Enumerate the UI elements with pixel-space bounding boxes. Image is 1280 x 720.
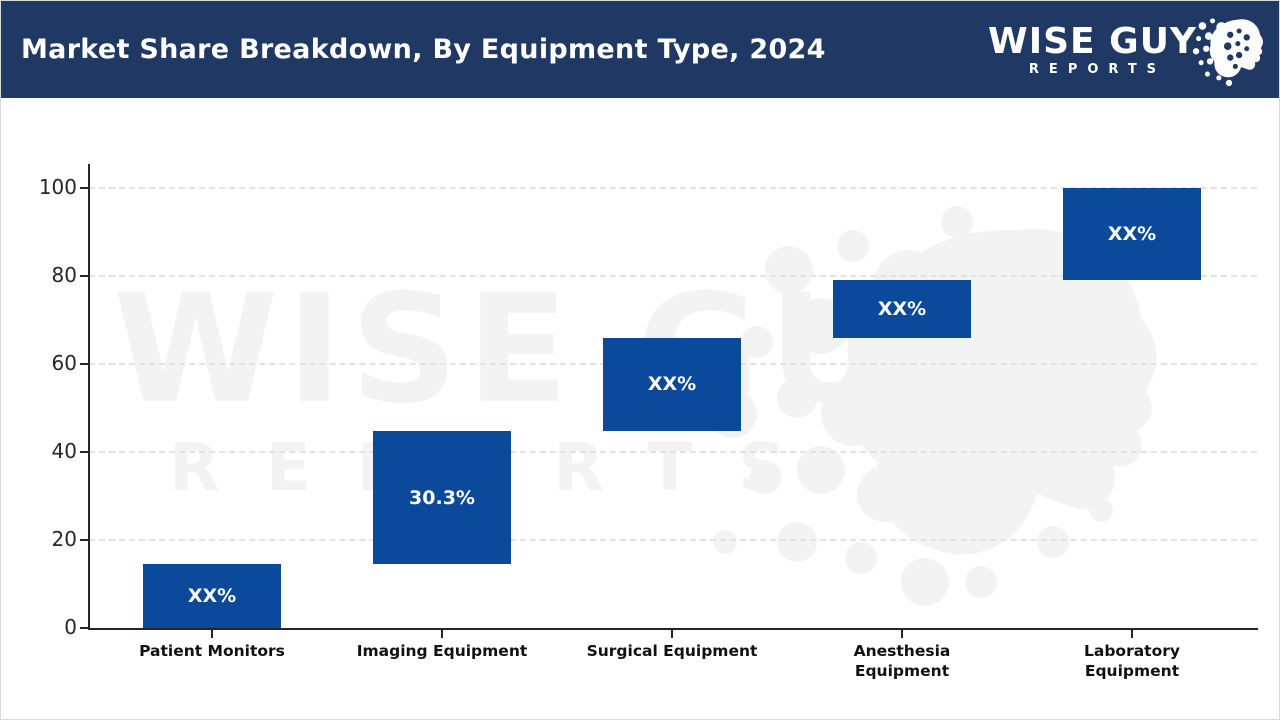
y-tick-mark bbox=[80, 363, 88, 365]
category-label: Surgical Equipment bbox=[586, 642, 758, 660]
gridline bbox=[89, 275, 1257, 277]
x-tick-mark bbox=[211, 630, 213, 638]
y-tick-label: 0 bbox=[64, 615, 77, 639]
x-axis-line bbox=[88, 628, 1258, 630]
brand-head-icon bbox=[1192, 18, 1263, 87]
category-label: Patient Monitors bbox=[139, 642, 285, 660]
page-title: Market Share Breakdown, By Equipment Typ… bbox=[21, 34, 826, 65]
waterfall-bar: XX% bbox=[833, 279, 971, 339]
brand-logo-text: WISE GUY REPORTS bbox=[987, 21, 1197, 78]
y-tick-label: 80 bbox=[51, 263, 77, 287]
brand-subtitle: REPORTS bbox=[1028, 62, 1167, 77]
y-tick-mark bbox=[80, 451, 88, 453]
category-label: Laboratory Equipment bbox=[1084, 642, 1180, 680]
x-tick-mark bbox=[441, 630, 443, 638]
brand-logo: WISE GUY REPORTS bbox=[988, 7, 1267, 93]
category-label: Anesthesia Equipment bbox=[853, 642, 951, 680]
bar-value-label: XX% bbox=[647, 373, 697, 396]
category-label: Imaging Equipment bbox=[356, 642, 528, 660]
header-bar: Market Share Breakdown, By Equipment Typ… bbox=[1, 1, 1279, 98]
y-tick-label: 40 bbox=[51, 439, 77, 463]
bar-value-label: 30.3% bbox=[409, 486, 475, 509]
waterfall-bar: 30.3% bbox=[373, 430, 511, 565]
x-tick-mark bbox=[671, 630, 673, 638]
y-tick-mark bbox=[80, 275, 88, 277]
bar-value-label: XX% bbox=[877, 297, 927, 320]
x-tick-mark bbox=[901, 630, 903, 638]
waterfall-bar: XX% bbox=[603, 338, 741, 431]
y-tick-mark bbox=[80, 627, 88, 629]
bar-value-label: XX% bbox=[1107, 222, 1157, 245]
y-tick-mark bbox=[80, 539, 88, 541]
x-tick-mark bbox=[1131, 630, 1133, 638]
bar-value-label: XX% bbox=[187, 585, 237, 608]
gridline bbox=[89, 539, 1257, 541]
y-tick-mark bbox=[80, 187, 88, 189]
y-axis-line bbox=[88, 164, 90, 630]
y-tick-label: 100 bbox=[38, 175, 77, 199]
brand-name: WISE GUY bbox=[987, 21, 1197, 62]
gridline bbox=[89, 451, 1257, 453]
gridline bbox=[89, 187, 1257, 189]
waterfall-bar: XX% bbox=[1063, 188, 1201, 280]
y-tick-label: 60 bbox=[51, 351, 77, 375]
waterfall-bar: XX% bbox=[143, 564, 281, 628]
y-tick-label: 20 bbox=[51, 527, 77, 551]
